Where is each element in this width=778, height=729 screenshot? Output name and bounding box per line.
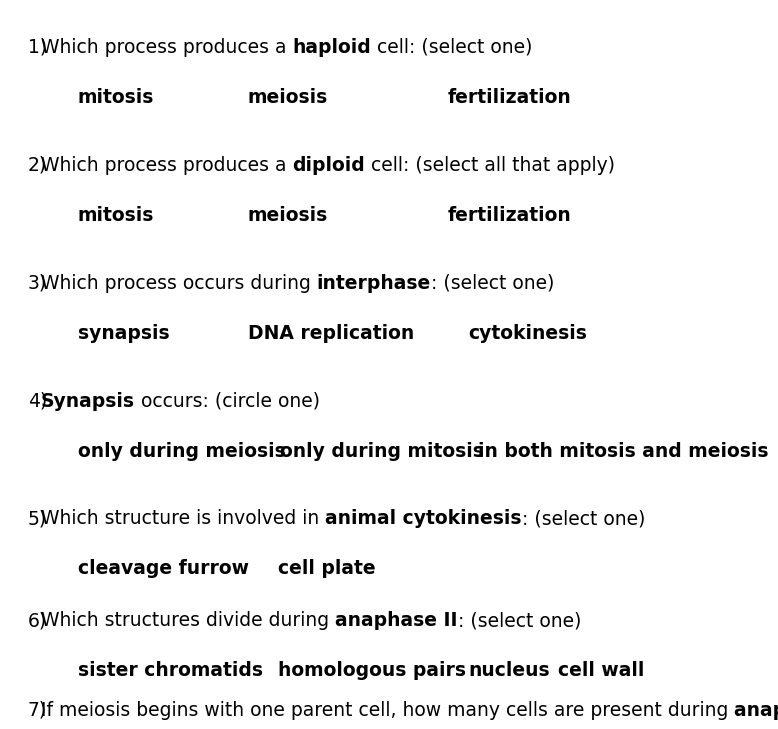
Text: anaphase I: anaphase I bbox=[734, 701, 778, 720]
Text: only during mitosis: only during mitosis bbox=[280, 442, 484, 461]
Text: 3): 3) bbox=[28, 273, 47, 292]
Text: animal cytokinesis: animal cytokinesis bbox=[325, 510, 522, 529]
Text: fertilization: fertilization bbox=[448, 87, 572, 106]
Text: occurs: (circle one): occurs: (circle one) bbox=[135, 391, 320, 410]
Text: 7): 7) bbox=[28, 701, 47, 720]
Text: 5): 5) bbox=[28, 510, 47, 529]
Text: 6): 6) bbox=[28, 612, 47, 631]
Text: 2): 2) bbox=[28, 155, 47, 174]
Text: cytokinesis: cytokinesis bbox=[468, 324, 587, 343]
Text: 1): 1) bbox=[28, 37, 47, 57]
Text: anaphase II: anaphase II bbox=[335, 612, 457, 631]
Text: only during meiosis: only during meiosis bbox=[78, 442, 286, 461]
Text: sister chromatids: sister chromatids bbox=[78, 661, 263, 680]
Text: diploid: diploid bbox=[293, 155, 365, 174]
Text: mitosis: mitosis bbox=[78, 87, 154, 106]
Text: cell: (select all that apply): cell: (select all that apply) bbox=[365, 155, 615, 174]
Text: fertilization: fertilization bbox=[448, 206, 572, 225]
Text: interphase: interphase bbox=[317, 273, 431, 292]
Text: meiosis: meiosis bbox=[248, 87, 328, 106]
Text: Which process produces a: Which process produces a bbox=[29, 155, 293, 174]
Text: mitosis: mitosis bbox=[78, 206, 154, 225]
Text: cell: (select one): cell: (select one) bbox=[371, 37, 533, 57]
Text: : (select one): : (select one) bbox=[431, 273, 555, 292]
Text: Which process produces a: Which process produces a bbox=[29, 37, 293, 57]
Text: cell wall: cell wall bbox=[558, 661, 644, 680]
Text: in both mitosis and meiosis: in both mitosis and meiosis bbox=[478, 442, 769, 461]
Text: nucleus: nucleus bbox=[468, 661, 549, 680]
Text: cell plate: cell plate bbox=[278, 559, 376, 579]
Text: : (select one): : (select one) bbox=[522, 510, 645, 529]
Text: meiosis: meiosis bbox=[248, 206, 328, 225]
Text: synapsis: synapsis bbox=[78, 324, 170, 343]
Text: haploid: haploid bbox=[293, 37, 371, 57]
Text: If meiosis begins with one parent cell, how many cells are present during: If meiosis begins with one parent cell, … bbox=[29, 701, 734, 720]
Text: Which structures divide during: Which structures divide during bbox=[29, 612, 335, 631]
Text: DNA replication: DNA replication bbox=[248, 324, 414, 343]
Text: Synapsis: Synapsis bbox=[41, 391, 135, 410]
Text: cleavage furrow: cleavage furrow bbox=[78, 559, 249, 579]
Text: Which structure is involved in: Which structure is involved in bbox=[29, 510, 325, 529]
Text: Which process occurs during: Which process occurs during bbox=[29, 273, 317, 292]
Text: 4): 4) bbox=[28, 391, 47, 410]
Text: : (select one): : (select one) bbox=[457, 612, 581, 631]
Text: homologous pairs: homologous pairs bbox=[278, 661, 466, 680]
